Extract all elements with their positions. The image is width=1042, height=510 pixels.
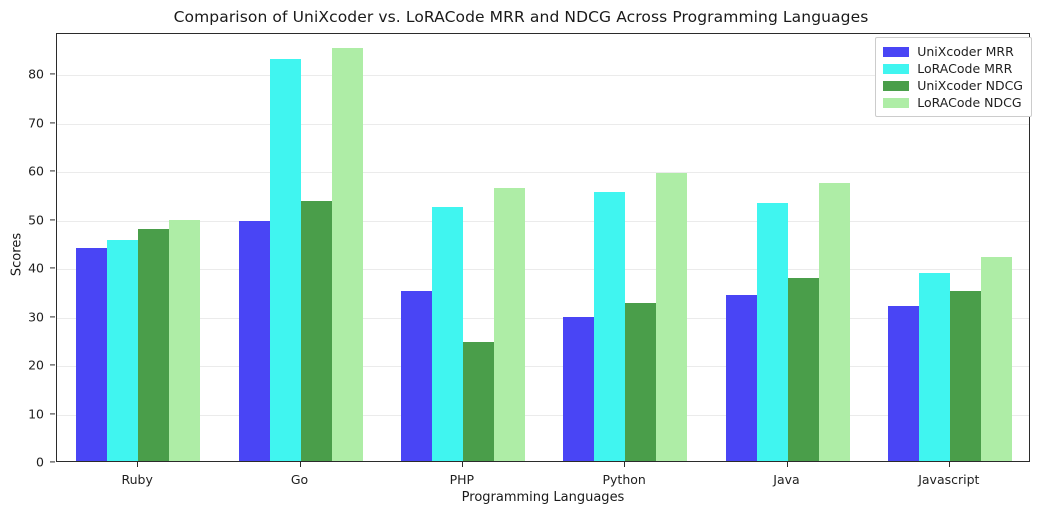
bar xyxy=(656,173,688,461)
y-tick-mark xyxy=(50,364,55,366)
bar xyxy=(625,302,657,461)
x-tick-mark xyxy=(299,462,301,467)
y-tick-mark xyxy=(50,122,55,124)
y-tick-label: 80 xyxy=(28,66,44,82)
y-tick-label: 50 xyxy=(28,212,44,228)
bar xyxy=(818,183,850,461)
bar xyxy=(725,294,757,461)
gridline xyxy=(57,123,1029,125)
y-tick-label: 20 xyxy=(28,357,44,373)
legend-label: UniXcoder NDCG xyxy=(917,78,1023,93)
gridline xyxy=(57,414,1029,416)
legend-swatch xyxy=(883,63,910,74)
bar xyxy=(980,256,1012,461)
plot-area xyxy=(56,33,1030,462)
bar xyxy=(756,202,788,461)
legend-label: UniXcoder MRR xyxy=(917,44,1014,59)
x-tick-label: Python xyxy=(602,472,646,487)
y-tick-mark xyxy=(50,170,55,172)
x-tick-label: Go xyxy=(290,472,309,487)
y-axis-label: Scores xyxy=(9,232,25,277)
gridline xyxy=(57,220,1029,222)
bar xyxy=(887,306,919,461)
x-axis-label: Programming Languages xyxy=(461,490,625,505)
gridline xyxy=(57,269,1029,271)
bar xyxy=(462,341,494,461)
bar xyxy=(949,291,981,461)
legend-swatch xyxy=(883,97,910,108)
y-tick-mark xyxy=(50,219,55,221)
legend-item: UniXcoder NDCG xyxy=(883,77,1023,94)
bar xyxy=(431,207,463,461)
bar xyxy=(787,277,819,461)
x-tick-mark xyxy=(461,462,464,467)
bar xyxy=(331,47,363,461)
chart-title: Comparison of UniXcoder vs. LoRACode MRR… xyxy=(173,8,869,26)
legend-swatch xyxy=(883,80,910,91)
y-tick-mark xyxy=(50,412,55,415)
gridline xyxy=(57,366,1029,368)
x-tick-label: Ruby xyxy=(121,472,153,487)
x-tick-label: PHP xyxy=(449,472,475,487)
bar xyxy=(918,273,950,461)
bar xyxy=(300,201,332,461)
bar xyxy=(269,58,301,461)
y-tick-label: 30 xyxy=(28,309,44,325)
bar xyxy=(400,290,432,461)
legend-item: UniXcoder MRR xyxy=(883,43,1023,60)
x-tick-mark xyxy=(137,462,139,467)
legend-item: LoRACode NDCG xyxy=(883,94,1023,111)
bar xyxy=(493,187,525,461)
y-tick-label: 70 xyxy=(28,115,44,131)
legend-label: LoRACode NDCG xyxy=(917,95,1022,110)
y-tick-label: 60 xyxy=(28,163,44,179)
x-tick-label: Javascript xyxy=(918,472,980,487)
x-tick-mark xyxy=(786,462,788,467)
bar xyxy=(169,220,201,461)
y-tick-mark xyxy=(50,267,55,269)
y-tick-label: 10 xyxy=(28,406,44,422)
gridline xyxy=(57,172,1029,174)
bar xyxy=(238,221,270,461)
y-tick-label: 40 xyxy=(28,260,44,276)
x-tick-mark xyxy=(624,462,626,467)
y-tick-mark xyxy=(50,73,55,75)
bar xyxy=(594,192,626,461)
y-tick-label: 0 xyxy=(36,454,44,470)
legend-item: LoRACode MRR xyxy=(883,60,1023,77)
y-tick-mark xyxy=(50,315,55,318)
bar xyxy=(138,228,170,461)
y-tick-mark xyxy=(50,461,55,463)
x-tick-label: Java xyxy=(773,472,800,487)
bar xyxy=(76,248,108,461)
x-tick-mark xyxy=(948,462,951,467)
chart-legend: UniXcoder MRR LoRACode MRR UniXcoder NDCG L… xyxy=(875,37,1032,117)
gridline xyxy=(57,75,1029,77)
gridline xyxy=(57,317,1029,319)
y-axis: Scores 0 10 20 30 40 50 60 70 80 xyxy=(0,0,56,510)
bar xyxy=(107,239,139,461)
legend-label: LoRACode MRR xyxy=(917,61,1013,76)
bar xyxy=(563,317,595,461)
legend-swatch xyxy=(883,46,910,57)
